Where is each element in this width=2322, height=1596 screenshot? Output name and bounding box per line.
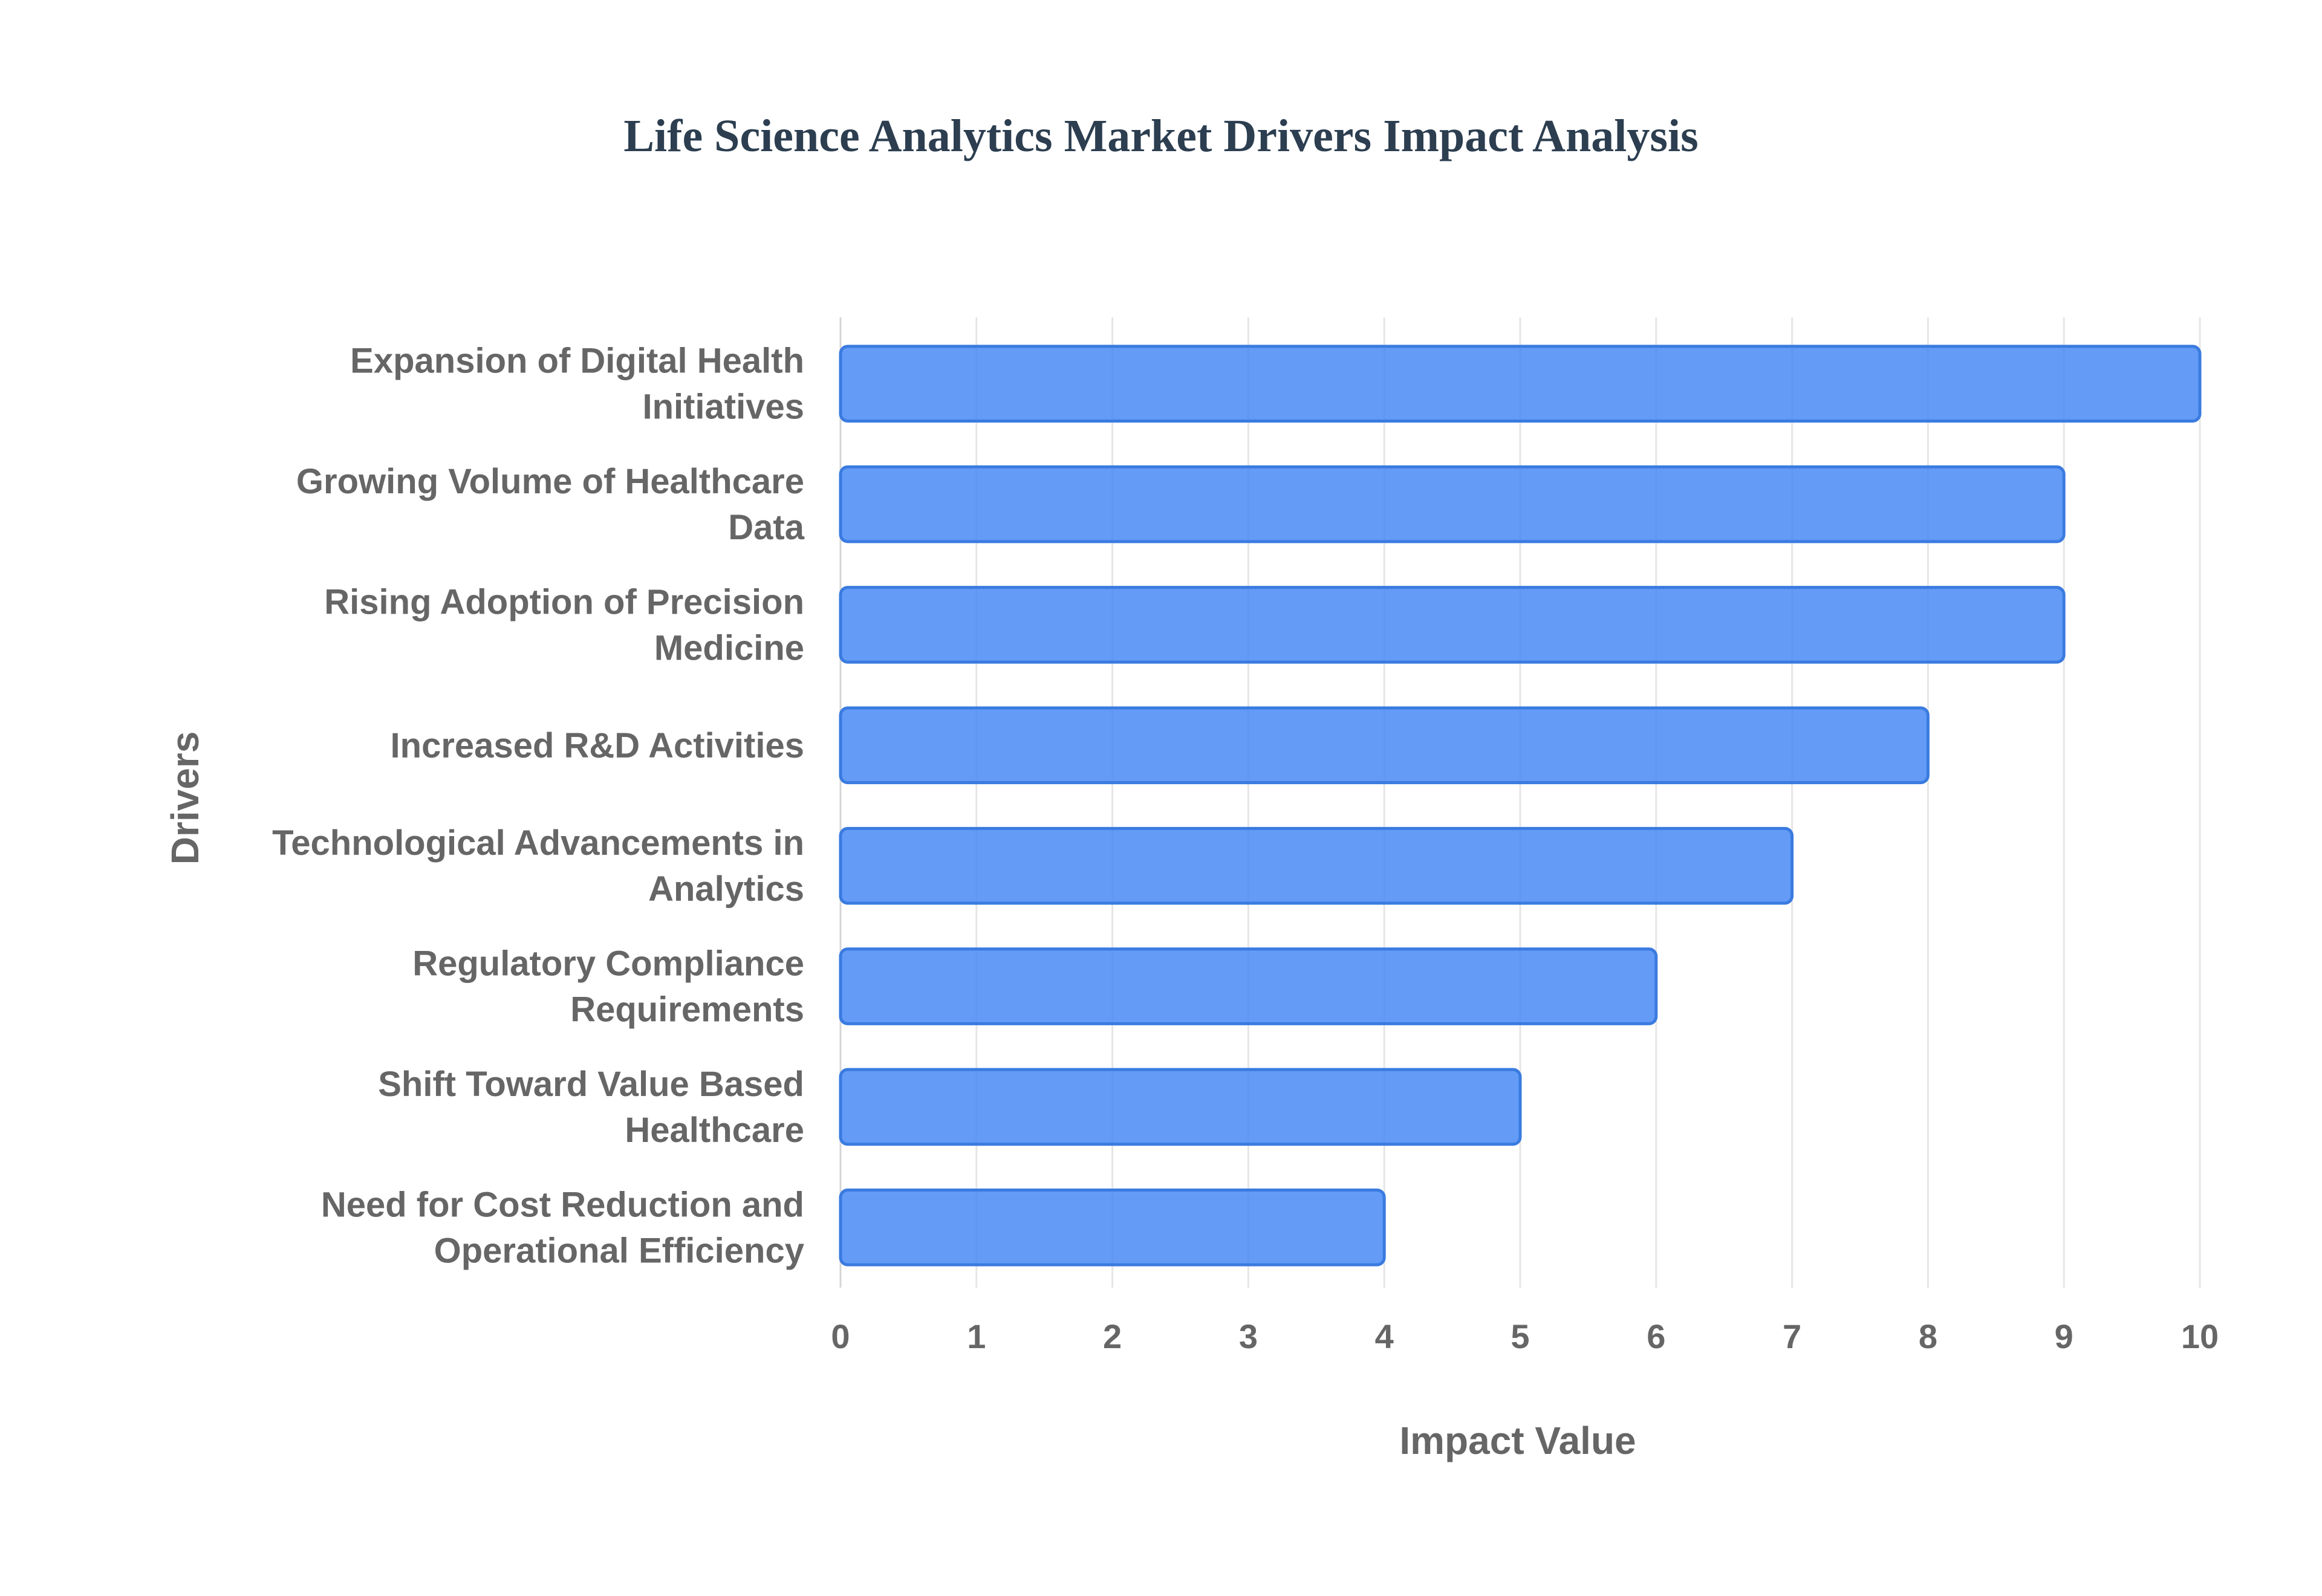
x-tick-label: 5: [1511, 1317, 1529, 1355]
x-axis-tick-labels: 0 1 2 3 4 5 6 7 8 9 10: [831, 1317, 2219, 1355]
y-tick-label-line: Increased R&D Activities: [391, 726, 804, 765]
x-tick-label: 9: [2055, 1317, 2073, 1355]
x-tick-label: 8: [1919, 1317, 1937, 1355]
y-axis-title: Drivers: [163, 731, 207, 865]
x-tick-label: 3: [1239, 1317, 1258, 1355]
y-tick-label: Rising Adoption of Precision Medicine: [324, 582, 804, 667]
y-tick-label-line: Healthcare: [625, 1111, 804, 1150]
bar: [839, 947, 1658, 1025]
bar: [839, 465, 2066, 543]
y-tick-label-line: Need for Cost Reduction and: [321, 1185, 804, 1224]
y-tick-label-line: Initiatives: [642, 388, 804, 427]
y-axis-tick-labels: Expansion of Digital Health Initiatives Gr…: [272, 342, 805, 1271]
bar: [839, 586, 2066, 664]
x-tick-label: 1: [967, 1317, 986, 1355]
x-axis-title: Impact Value: [1399, 1419, 1636, 1462]
bars: [839, 345, 2202, 1267]
y-tick-label-line: Expansion of Digital Health: [350, 342, 804, 381]
y-tick-label: Need for Cost Reduction and Operational E…: [321, 1185, 804, 1270]
y-tick-label: Growing Volume of Healthcare Data: [296, 462, 805, 547]
x-tick-label: 4: [1375, 1317, 1394, 1355]
bar: [839, 706, 1930, 785]
y-tick-label: Technological Advancements in Analytics: [272, 823, 804, 909]
chart-title: Life Science Analytics Market Drivers Im…: [623, 111, 1698, 161]
y-tick-label: Expansion of Digital Health Initiatives: [350, 342, 804, 427]
y-tick-label-line: Technological Advancements in: [272, 823, 804, 863]
y-tick-label: Shift Toward Value Based Healthcare: [378, 1065, 804, 1150]
y-tick-label: Increased R&D Activities: [391, 726, 804, 765]
bar: [839, 1068, 1522, 1146]
x-tick-label: 0: [831, 1317, 850, 1355]
y-tick-label-line: Growing Volume of Healthcare: [296, 462, 804, 501]
y-tick-label-line: Operational Efficiency: [434, 1231, 804, 1270]
y-tick-label-line: Medicine: [654, 628, 804, 667]
bar: [839, 1189, 1386, 1267]
y-tick-label-line: Analytics: [648, 869, 804, 909]
x-tick-label: 10: [2181, 1317, 2219, 1355]
x-tick-label: 2: [1103, 1317, 1122, 1355]
y-tick-label: Regulatory Compliance Requirements: [412, 944, 804, 1030]
bar: [839, 826, 1794, 905]
x-tick-label: 7: [1783, 1317, 1801, 1355]
y-tick-label-line: Rising Adoption of Precision: [324, 582, 804, 621]
x-tick-label: 6: [1647, 1317, 1665, 1355]
y-tick-label-line: Regulatory Compliance: [412, 944, 804, 984]
bar: [839, 345, 2202, 423]
y-tick-label-line: Shift Toward Value Based: [378, 1065, 804, 1104]
y-tick-label-line: Data: [728, 508, 804, 547]
y-tick-label-line: Requirements: [570, 990, 804, 1030]
